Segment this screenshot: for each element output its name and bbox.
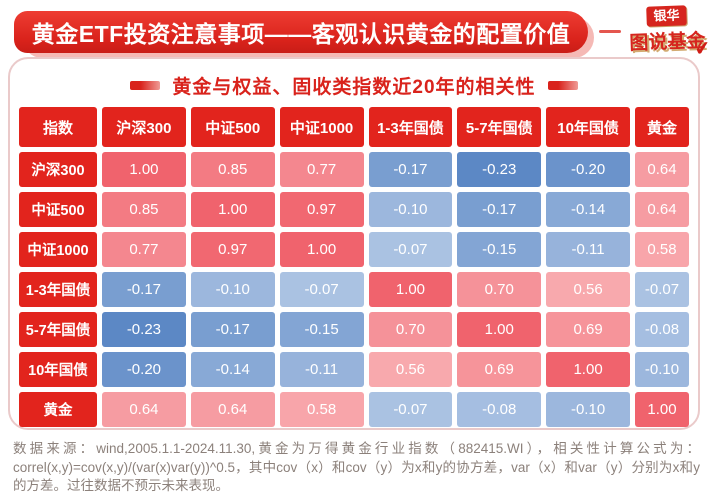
value-cell: 0.77 bbox=[102, 232, 186, 267]
value-cell: -0.11 bbox=[546, 232, 630, 267]
value-cell: 0.97 bbox=[190, 232, 275, 267]
column-header: 中证1000 bbox=[279, 107, 364, 147]
value-cell: -0.10 bbox=[635, 352, 689, 387]
value-cell: -0.11 bbox=[279, 352, 364, 387]
column-header: 10年国债 bbox=[546, 107, 630, 147]
value-cell: -0.14 bbox=[546, 192, 630, 227]
brand-badge: 银华 bbox=[646, 5, 687, 27]
column-header: 中证500 bbox=[190, 107, 275, 147]
value-cell: -0.10 bbox=[190, 272, 275, 307]
value-cell: -0.15 bbox=[279, 312, 364, 347]
value-cell: 1.00 bbox=[635, 392, 689, 427]
column-header: 5-7年国债 bbox=[457, 107, 542, 147]
value-cell: -0.08 bbox=[457, 392, 542, 427]
brand-logo: 银华 图说基金 ✔ bbox=[625, 5, 711, 61]
section-subtitle: 黄金与权益、固收类指数近20年的相关性 bbox=[172, 76, 536, 98]
value-cell: 0.69 bbox=[546, 312, 630, 347]
value-cell: -0.17 bbox=[102, 272, 186, 307]
value-cell: -0.07 bbox=[368, 392, 453, 427]
content-card: 黄金与权益、固收类指数近20年的相关性 指数 沪深300 中证500 中证1000 1-… bbox=[8, 57, 700, 430]
row-header: 1-3年国债 bbox=[19, 272, 97, 307]
value-cell: 0.64 bbox=[190, 392, 275, 427]
checkmark-icon: ✔ bbox=[693, 37, 711, 61]
value-cell: 1.00 bbox=[190, 192, 275, 227]
source-note: 数据来源：wind,2005.1.1-2024.11.30,黄金为万得黄金行业指… bbox=[13, 441, 700, 494]
value-cell: 0.64 bbox=[102, 392, 186, 427]
value-cell: -0.17 bbox=[190, 312, 275, 347]
column-header: 沪深300 bbox=[102, 107, 186, 147]
column-header: 黄金 bbox=[635, 107, 689, 147]
value-cell: -0.17 bbox=[457, 192, 542, 227]
row-header: 10年国债 bbox=[19, 352, 97, 387]
column-header: 1-3年国债 bbox=[368, 107, 453, 147]
value-cell: -0.14 bbox=[190, 352, 275, 387]
value-cell: 0.64 bbox=[635, 192, 689, 227]
value-cell: -0.17 bbox=[368, 152, 453, 187]
value-cell: 1.00 bbox=[368, 272, 453, 307]
value-cell: 0.58 bbox=[635, 232, 689, 267]
title-banner: 黄金ETF投资注意事项——客观认识黄金的配置价值 bbox=[14, 11, 588, 53]
value-cell: -0.10 bbox=[368, 192, 453, 227]
value-cell: 0.69 bbox=[457, 352, 542, 387]
value-cell: -0.23 bbox=[102, 312, 186, 347]
value-cell: -0.07 bbox=[635, 272, 689, 307]
value-cell: 0.97 bbox=[279, 192, 364, 227]
value-cell: 0.70 bbox=[457, 272, 542, 307]
correlation-table: 指数 沪深300 中证500 中证1000 1-3年国债 5-7年国债 10年国债 黄金 沪深3… bbox=[19, 107, 689, 427]
row-header: 黄金 bbox=[19, 392, 97, 427]
page-title: 黄金ETF投资注意事项——客观认识黄金的配置价值 bbox=[31, 21, 571, 47]
value-cell: 0.64 bbox=[635, 152, 689, 187]
subtitle-dash-left bbox=[130, 80, 161, 90]
value-cell: 0.56 bbox=[546, 272, 630, 307]
value-cell: -0.15 bbox=[457, 232, 542, 267]
table-corner-cell: 指数 bbox=[19, 107, 97, 147]
row-header: 中证500 bbox=[19, 192, 97, 227]
section-subtitle-row: 黄金与权益、固收类指数近20年的相关性 bbox=[10, 72, 698, 98]
value-cell: -0.20 bbox=[546, 152, 630, 187]
value-cell: -0.07 bbox=[279, 272, 364, 307]
connector-dash bbox=[599, 30, 621, 33]
value-cell: 0.85 bbox=[102, 192, 186, 227]
value-cell: -0.10 bbox=[546, 392, 630, 427]
row-header: 5-7年国债 bbox=[19, 312, 97, 347]
value-cell: 0.58 bbox=[279, 392, 364, 427]
value-cell: 0.77 bbox=[279, 152, 364, 187]
row-header: 中证1000 bbox=[19, 232, 97, 267]
value-cell: 1.00 bbox=[457, 312, 542, 347]
subtitle-dash-right bbox=[547, 80, 578, 90]
value-cell: 1.00 bbox=[546, 352, 630, 387]
value-cell: -0.07 bbox=[368, 232, 453, 267]
row-header: 沪深300 bbox=[19, 152, 97, 187]
value-cell: 1.00 bbox=[102, 152, 186, 187]
value-cell: 1.00 bbox=[279, 232, 364, 267]
value-cell: 0.85 bbox=[190, 152, 275, 187]
value-cell: 0.70 bbox=[368, 312, 453, 347]
value-cell: -0.20 bbox=[102, 352, 186, 387]
value-cell: -0.08 bbox=[635, 312, 689, 347]
value-cell: 0.56 bbox=[368, 352, 453, 387]
value-cell: -0.23 bbox=[457, 152, 542, 187]
